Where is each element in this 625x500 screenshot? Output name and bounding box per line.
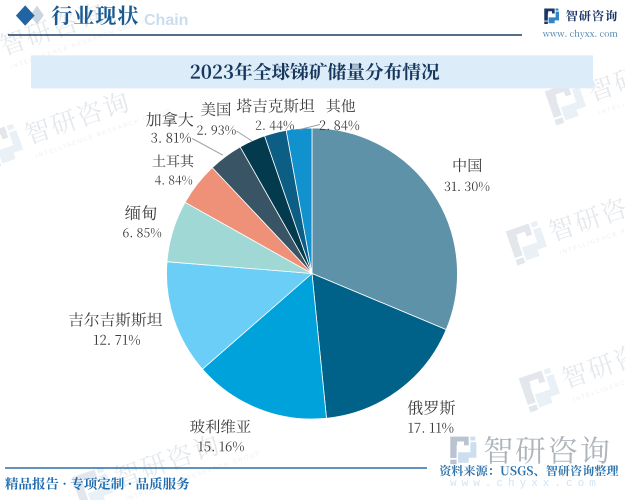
svg-text:www.chyxx.com: www.chyxx.com xyxy=(450,478,601,490)
svg-text:Chain: Chain xyxy=(144,12,188,29)
